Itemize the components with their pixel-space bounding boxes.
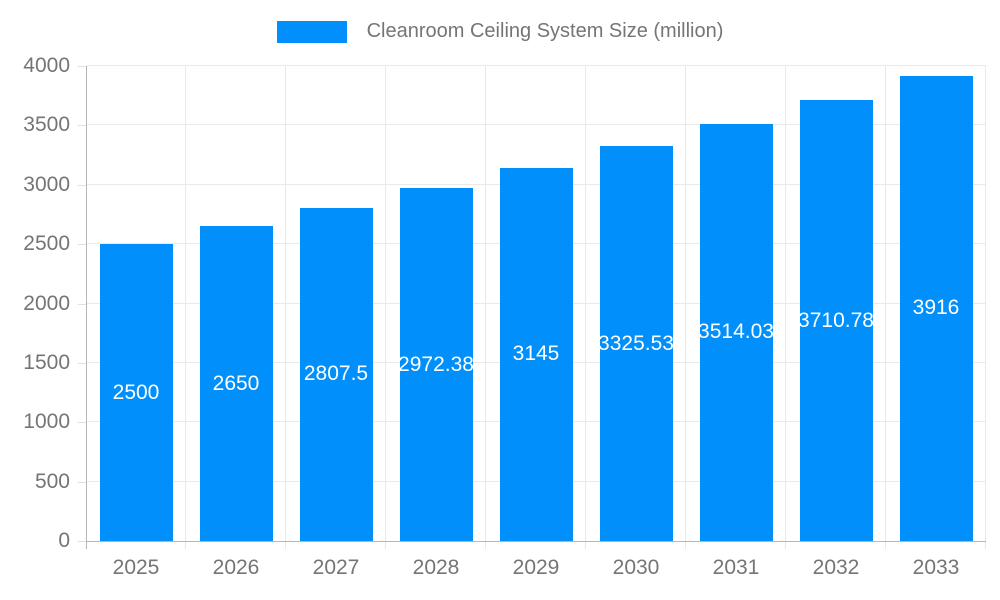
- gridline-v: [785, 66, 786, 549]
- x-axis-label-2031: 2031: [712, 556, 760, 579]
- bar-2027: 2807.5: [299, 207, 373, 541]
- gridline-v: [985, 66, 986, 549]
- y-axis-tick: [78, 303, 86, 305]
- legend-label: Cleanroom Ceiling System Size (million): [366, 20, 724, 42]
- bar-2028: 2972.38: [399, 188, 473, 541]
- bar-2033: 3916: [899, 75, 973, 541]
- gridline-h: [86, 65, 986, 66]
- x-axis-label-2029: 2029: [512, 556, 560, 579]
- bar-2031: 3514.03: [699, 123, 773, 541]
- bar-2030: 3325.53: [599, 146, 673, 541]
- bar-value-label: 2972.38: [399, 352, 473, 376]
- x-axis-label-2032: 2032: [812, 556, 860, 579]
- bar-2032: 3710.78: [799, 100, 873, 541]
- x-axis-label-2025: 2025: [112, 556, 160, 579]
- bar-value-label: 3710.78: [799, 308, 873, 332]
- y-axis-tick-label: 2500: [23, 232, 70, 256]
- bar-value-label: 2500: [112, 380, 160, 404]
- legend-item[interactable]: Cleanroom Ceiling System Size (million): [0, 20, 1000, 43]
- plot-area: 2500 2650 2807.5 2972.38 3145 3325.53 3514.03 3…: [78, 65, 986, 549]
- y-axis-tick: [78, 422, 86, 424]
- bar-value-label: 3325.53: [599, 331, 673, 355]
- y-axis-tick-label: 3500: [23, 113, 70, 137]
- y-axis-line: [86, 66, 87, 549]
- x-axis-label-2033: 2033: [912, 556, 960, 579]
- x-axis-line: [86, 541, 986, 542]
- y-axis-tick: [78, 244, 86, 246]
- x-axis-label-2027: 2027: [312, 556, 360, 579]
- bar-value-label: 3916: [912, 296, 960, 320]
- bar-2029: 3145: [499, 167, 573, 541]
- gridline-v: [485, 66, 486, 549]
- y-axis-tick-label: 1500: [23, 350, 70, 374]
- y-axis-tick: [78, 184, 86, 186]
- y-axis-tick: [78, 125, 86, 127]
- y-axis-tick-label: 0: [58, 529, 70, 552]
- y-axis-tick-label: 500: [34, 469, 70, 493]
- x-axis-label-2028: 2028: [412, 556, 460, 579]
- y-axis-tick: [78, 362, 86, 364]
- bar-2025: 2500: [99, 244, 173, 541]
- gridline-h: [86, 124, 986, 126]
- gridline-v: [685, 66, 686, 549]
- bar-2026: 2650: [199, 226, 273, 541]
- y-axis-tick-label: 2000: [23, 291, 70, 315]
- y-axis-tick: [78, 541, 86, 542]
- bar-value-label: 2650: [212, 371, 260, 395]
- bar-value-label: 2807.5: [303, 362, 369, 386]
- gridline-v: [385, 66, 386, 549]
- x-axis-label-2030: 2030: [612, 556, 660, 579]
- gridline-v: [285, 66, 286, 549]
- y-axis-tick: [78, 481, 86, 483]
- bar-value-label: 3145: [512, 342, 560, 366]
- x-axis-label-2026: 2026: [212, 556, 260, 579]
- bar-value-label: 3514.03: [699, 320, 773, 344]
- y-axis-tick-label: 4000: [23, 54, 70, 77]
- gridline-v: [185, 66, 186, 549]
- gridline-v: [585, 66, 586, 549]
- gridline-v: [885, 66, 886, 549]
- legend-marker: [276, 20, 347, 43]
- y-axis-tick-label: 1000: [23, 410, 70, 434]
- y-axis-tick: [78, 66, 86, 67]
- y-axis-tick-label: 3000: [23, 172, 70, 196]
